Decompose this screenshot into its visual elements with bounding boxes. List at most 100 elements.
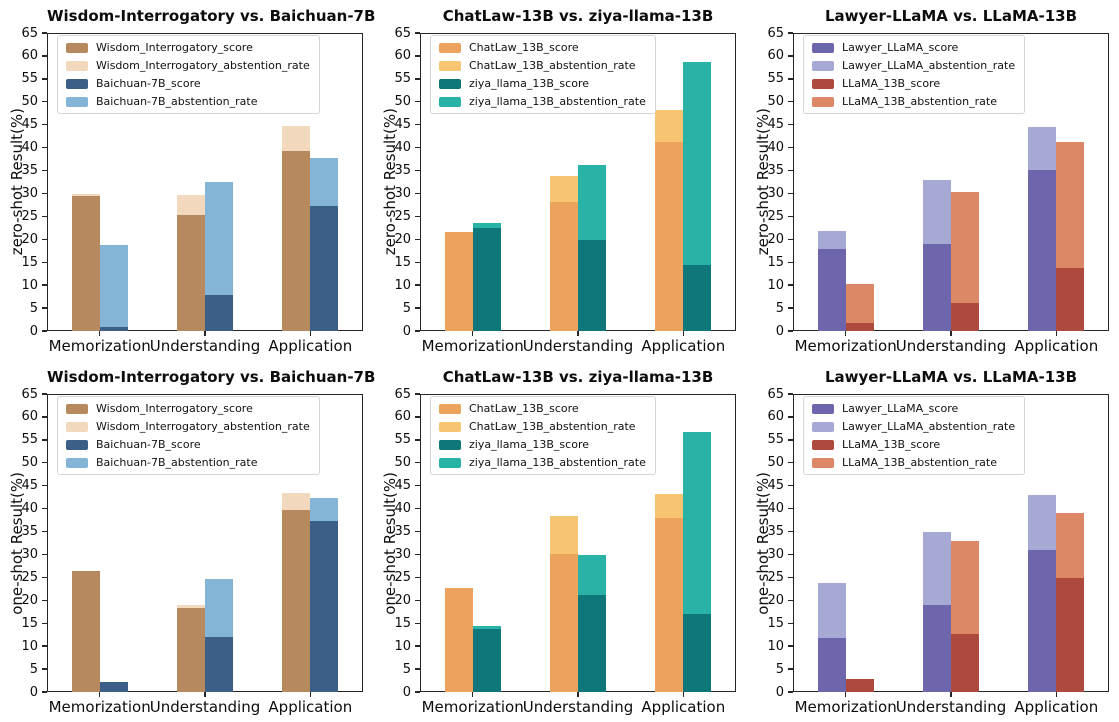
y-tick-label: 30 bbox=[767, 546, 784, 562]
bar-llama-13b-score bbox=[951, 302, 979, 331]
y-tick-label: 35 bbox=[21, 524, 38, 540]
legend-swatch-icon bbox=[439, 42, 461, 53]
legend: Wisdom_Interrogatory_score Wisdom_Interro… bbox=[57, 35, 320, 114]
y-tick-label: 15 bbox=[767, 254, 784, 270]
y-tick-label: 35 bbox=[767, 163, 784, 179]
y-tick-mark bbox=[788, 146, 793, 149]
legend-item: LLaMA_13B_score bbox=[812, 438, 1015, 451]
x-tick-mark bbox=[471, 692, 474, 697]
y-tick-mark bbox=[788, 416, 793, 418]
legend-item: LLaMA_13B_abstention_rate bbox=[812, 456, 1015, 469]
bar-llama-13b-score bbox=[951, 634, 979, 692]
legend-swatch-icon bbox=[66, 421, 88, 432]
y-tick-mark bbox=[788, 622, 793, 624]
legend-item: Wisdom_Interrogatory_abstention_rate bbox=[66, 420, 310, 433]
x-tick-label: Application bbox=[268, 337, 353, 355]
y-tick-mark bbox=[42, 101, 47, 103]
y-tick-mark bbox=[415, 622, 420, 624]
x-tick-label: Memorization bbox=[794, 698, 897, 716]
bar-llama-13b-score bbox=[845, 679, 874, 692]
legend-label: ChatLaw_13B_score bbox=[469, 402, 579, 415]
legend-item: ziya_llama_13B_abstention_rate bbox=[439, 95, 646, 108]
bar-baichuan-7b-score bbox=[205, 294, 233, 331]
x-tick-mark bbox=[204, 331, 206, 336]
legend-item: Baichuan-7B_abstention_rate bbox=[66, 456, 310, 469]
subplot-zero-shot-lawyer-vs-llama: Lawyer-LLaMA vs. LLaMA-13B zero-shot Res… bbox=[746, 0, 1119, 361]
y-tick-label: 10 bbox=[394, 277, 411, 293]
y-tick-mark bbox=[415, 32, 420, 34]
y-tick-label: 55 bbox=[767, 71, 784, 87]
y-tick-label: 25 bbox=[394, 569, 411, 585]
x-tick-label: Understanding bbox=[149, 337, 261, 355]
legend-swatch-icon bbox=[439, 439, 461, 450]
y-tick-label: 65 bbox=[767, 386, 784, 402]
y-tick-label: 10 bbox=[767, 277, 784, 293]
bar-chatlaw-13b-score bbox=[655, 142, 684, 331]
y-tick-label: 60 bbox=[767, 48, 784, 64]
bar-ziya-llama-13b-score bbox=[472, 628, 501, 692]
y-tick-label: 5 bbox=[29, 661, 38, 677]
x-tick-mark bbox=[204, 692, 206, 697]
y-tick-mark bbox=[42, 307, 47, 309]
y-tick-label: 35 bbox=[394, 163, 411, 179]
x-tick-label: Understanding bbox=[522, 337, 634, 355]
y-tick-mark bbox=[788, 78, 793, 80]
legend-swatch-icon bbox=[66, 78, 88, 89]
y-tick-label: 20 bbox=[767, 592, 784, 608]
x-tick-mark bbox=[950, 331, 952, 336]
y-tick-label: 55 bbox=[21, 71, 38, 87]
x-tick-mark bbox=[1055, 331, 1058, 336]
y-tick-mark bbox=[42, 330, 47, 332]
y-tick-label: 50 bbox=[767, 94, 784, 110]
bar-wisdom-interrogatory-score bbox=[71, 571, 100, 692]
y-tick-label: 0 bbox=[775, 684, 784, 700]
x-tick-mark bbox=[98, 692, 101, 697]
bar-llama-13b-abstention-rate bbox=[845, 284, 874, 331]
y-tick-mark bbox=[415, 215, 420, 218]
y-tick-label: 40 bbox=[767, 140, 784, 156]
y-tick-label: 0 bbox=[29, 684, 38, 700]
bar-wisdom-interrogatory-score bbox=[71, 196, 100, 331]
y-tick-mark bbox=[42, 169, 47, 172]
y-tick-label: 35 bbox=[394, 524, 411, 540]
y-tick-mark bbox=[415, 192, 420, 195]
y-tick-mark bbox=[415, 599, 420, 601]
bar-chatlaw-13b-score bbox=[655, 517, 684, 692]
bar-llama-13b-score bbox=[845, 323, 874, 331]
y-tick-label: 40 bbox=[21, 501, 38, 517]
y-tick-label: 15 bbox=[21, 615, 38, 631]
y-tick-mark bbox=[788, 307, 793, 309]
y-tick-label: 25 bbox=[767, 569, 784, 585]
y-tick-mark bbox=[42, 645, 47, 647]
y-tick-label: 40 bbox=[21, 140, 38, 156]
legend-label: Wisdom_Interrogatory_abstention_rate bbox=[96, 59, 310, 72]
legend-item: LLaMA_13B_abstention_rate bbox=[812, 95, 1015, 108]
bar-chatlaw-13b-score bbox=[550, 554, 578, 692]
x-tick-label: Application bbox=[268, 698, 353, 716]
legend-label: LLaMA_13B_abstention_rate bbox=[842, 456, 997, 469]
y-tick-mark bbox=[42, 668, 47, 670]
bar-llama-13b-score bbox=[1056, 577, 1085, 692]
y-tick-mark bbox=[42, 507, 47, 510]
y-tick-label: 55 bbox=[394, 71, 411, 87]
chart-title: ChatLaw-13B vs. ziya-llama-13B bbox=[442, 7, 714, 25]
x-tick-mark bbox=[682, 331, 685, 336]
y-tick-label: 50 bbox=[21, 455, 38, 471]
y-tick-mark bbox=[42, 32, 47, 34]
y-tick-mark bbox=[788, 192, 793, 195]
legend: Lawyer_LLaMA_score Lawyer_LLaMA_abstentio… bbox=[803, 35, 1026, 114]
y-tick-label: 0 bbox=[775, 323, 784, 339]
bar-ziya-llama-13b-score bbox=[578, 239, 606, 331]
legend-item: Lawyer_LLaMA_score bbox=[812, 402, 1015, 415]
x-tick-label: Application bbox=[641, 698, 726, 716]
y-tick-label: 20 bbox=[767, 231, 784, 247]
y-tick-mark bbox=[788, 393, 793, 395]
y-tick-mark bbox=[415, 530, 420, 533]
x-tick-label: Application bbox=[641, 337, 726, 355]
legend-item: LLaMA_13B_score bbox=[812, 77, 1015, 90]
x-tick-label: Understanding bbox=[149, 698, 261, 716]
y-tick-label: 60 bbox=[394, 48, 411, 64]
y-tick-label: 15 bbox=[21, 254, 38, 270]
legend-label: ChatLaw_13B_abstention_rate bbox=[469, 59, 636, 72]
legend-label: Baichuan-7B_score bbox=[96, 77, 201, 90]
